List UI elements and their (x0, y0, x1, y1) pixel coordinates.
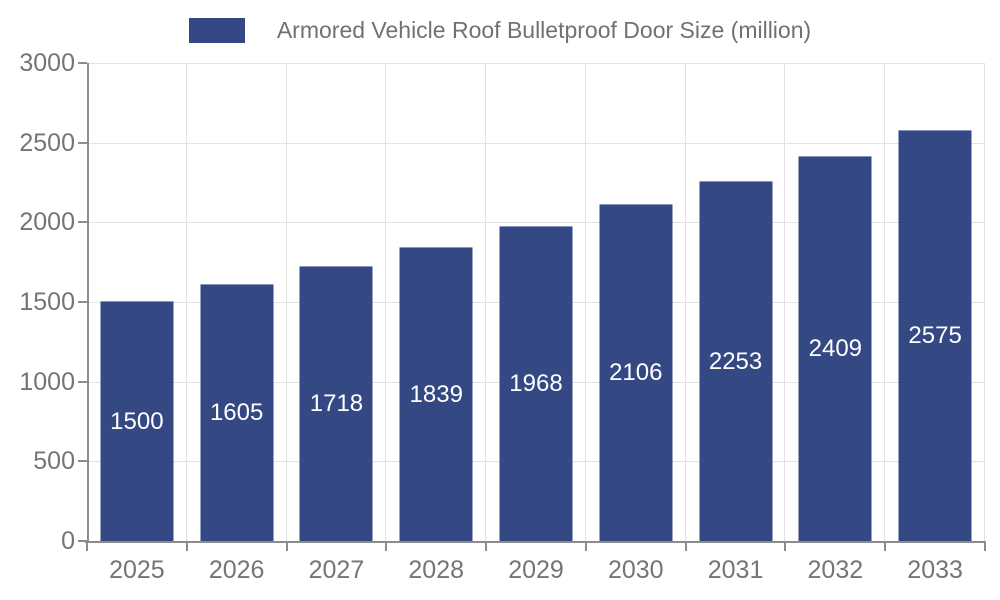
x-tick-mark (784, 541, 787, 551)
h-gridline (87, 222, 985, 224)
y-tick-label: 0 (61, 527, 75, 555)
bar: 2409 (798, 156, 872, 541)
y-tick-label: 1500 (19, 288, 75, 316)
legend-swatch (188, 17, 245, 43)
bar: 2253 (699, 181, 773, 541)
x-tick-label: 2026 (208, 556, 265, 584)
bar: 1839 (399, 247, 473, 541)
v-gridline (584, 63, 586, 541)
y-tick-mark (78, 301, 87, 303)
y-tick-mark (78, 540, 87, 542)
x-tick-label: 2033 (907, 556, 963, 584)
plot-area: 1500 1605 1718 1839 1968 2106 2253 2409 2575 (85, 63, 985, 543)
x-tick-label: 2028 (408, 556, 465, 584)
bar-value-label: 2575 (908, 321, 962, 349)
y-axis-line (87, 63, 89, 541)
x-tick-label: 2031 (707, 556, 764, 584)
bar-value-label: 1839 (409, 380, 463, 408)
bar: 2575 (898, 129, 972, 541)
x-tick-label: 2029 (508, 556, 564, 584)
x-tick-mark (86, 541, 88, 551)
bar: 2106 (599, 204, 673, 541)
x-tick-label: 2025 (109, 556, 165, 584)
y-tick-mark (78, 62, 87, 64)
y-tick-mark (78, 141, 87, 144)
x-tick-label: 2027 (308, 556, 365, 584)
bar: 1605 (200, 284, 274, 541)
bar-value-label: 1500 (110, 407, 164, 435)
y-tick-mark (78, 380, 87, 383)
x-tick-mark (385, 541, 388, 551)
bar-value-label: 1605 (209, 399, 264, 427)
bar: 1718 (299, 266, 373, 541)
bar: 1968 (499, 226, 573, 541)
x-tick-mark (984, 541, 986, 551)
v-gridline (984, 63, 985, 541)
bar: 1500 (100, 301, 174, 541)
y-tick-label: 2000 (19, 208, 75, 237)
chart-legend: Armored Vehicle Roof Bulletproof Door Si… (0, 14, 1000, 46)
v-gridline (684, 63, 686, 541)
v-gridline (185, 63, 187, 541)
x-tick-mark (285, 541, 288, 551)
x-tick-mark (584, 541, 587, 551)
y-tick-label: 3000 (19, 49, 75, 77)
x-tick-mark (684, 541, 687, 551)
bar-value-label: 2409 (808, 335, 863, 363)
y-tick-mark (78, 221, 87, 224)
x-tick-label: 2032 (807, 556, 864, 584)
y-tick-label: 1000 (19, 367, 75, 396)
bar-value-label: 1968 (509, 370, 563, 398)
x-tick-mark (884, 541, 887, 551)
y-tick-label: 2500 (19, 128, 75, 157)
v-gridline (884, 63, 886, 541)
bar-value-label: 2253 (708, 347, 763, 375)
v-gridline (784, 63, 786, 541)
legend-label: Armored Vehicle Roof Bulletproof Door Si… (276, 16, 812, 43)
x-tick-mark (185, 541, 188, 551)
v-gridline (485, 63, 487, 541)
y-tick-label: 500 (33, 447, 75, 476)
y-tick-mark (78, 460, 87, 463)
bar-value-label: 1718 (309, 390, 364, 418)
x-tick-mark (485, 541, 488, 551)
h-gridline (87, 142, 985, 144)
v-gridline (285, 63, 287, 541)
bar-value-label: 2106 (609, 359, 663, 387)
x-axis-line (85, 541, 985, 543)
h-gridline (87, 63, 985, 64)
v-gridline (385, 63, 387, 541)
x-tick-label: 2030 (607, 556, 664, 584)
